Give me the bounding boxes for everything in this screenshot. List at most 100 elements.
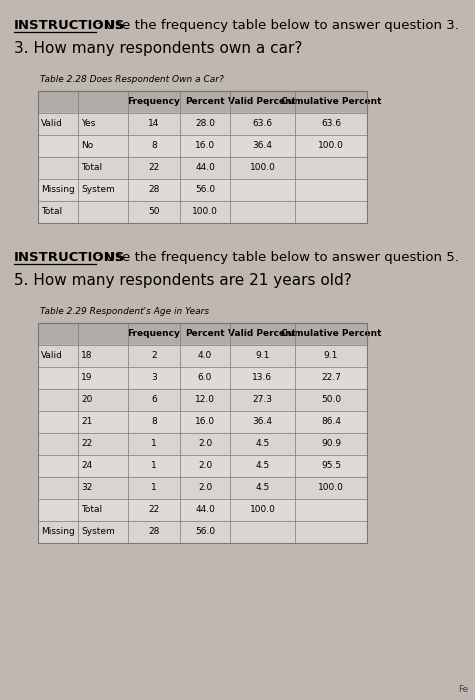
Text: 21: 21 xyxy=(81,417,92,426)
Bar xyxy=(38,477,367,499)
Text: 100.0: 100.0 xyxy=(249,164,276,172)
Text: 19: 19 xyxy=(81,374,93,382)
Text: 90.9: 90.9 xyxy=(321,440,341,449)
Text: 6: 6 xyxy=(151,395,157,405)
Text: 32: 32 xyxy=(81,484,92,493)
Text: 9.1: 9.1 xyxy=(324,351,338,360)
Text: Frequency: Frequency xyxy=(128,330,180,339)
Bar xyxy=(38,345,367,367)
Text: Table 2.28 Does Respondent Own a Car?: Table 2.28 Does Respondent Own a Car? xyxy=(40,75,224,84)
Text: Valid: Valid xyxy=(41,351,63,360)
Text: 3: 3 xyxy=(151,374,157,382)
Text: : Use the frequency table below to answer question 5.: : Use the frequency table below to answe… xyxy=(97,251,459,264)
Text: Yes: Yes xyxy=(81,120,95,129)
Bar xyxy=(38,455,367,477)
Text: 9.1: 9.1 xyxy=(256,351,270,360)
Text: 100.0: 100.0 xyxy=(192,207,218,216)
Text: 27.3: 27.3 xyxy=(253,395,273,405)
Text: Valid Percent: Valid Percent xyxy=(228,97,296,106)
Bar xyxy=(38,367,367,389)
Text: 36.4: 36.4 xyxy=(253,417,273,426)
Text: Percent: Percent xyxy=(185,97,225,106)
Text: 44.0: 44.0 xyxy=(195,164,215,172)
Text: 50: 50 xyxy=(148,207,160,216)
Text: 13.6: 13.6 xyxy=(252,374,273,382)
Text: 4.0: 4.0 xyxy=(198,351,212,360)
Text: 4.5: 4.5 xyxy=(256,440,270,449)
Bar xyxy=(38,91,367,113)
Text: 24: 24 xyxy=(81,461,92,470)
Text: Total: Total xyxy=(81,505,102,514)
Bar xyxy=(38,433,367,455)
Bar xyxy=(38,157,367,179)
Bar xyxy=(38,323,367,345)
Text: Total: Total xyxy=(41,207,62,216)
Text: 2.0: 2.0 xyxy=(198,484,212,493)
Text: INSTRUCTIONS: INSTRUCTIONS xyxy=(14,19,125,32)
Bar xyxy=(38,521,367,543)
Bar xyxy=(38,499,367,521)
Text: 14: 14 xyxy=(148,120,160,129)
Text: Fe: Fe xyxy=(458,685,468,694)
Bar xyxy=(38,91,367,223)
Text: 1: 1 xyxy=(151,440,157,449)
Text: 28.0: 28.0 xyxy=(195,120,215,129)
Bar xyxy=(38,135,367,157)
Text: 56.0: 56.0 xyxy=(195,528,215,536)
Bar xyxy=(38,179,367,201)
Text: 6.0: 6.0 xyxy=(198,374,212,382)
Text: 95.5: 95.5 xyxy=(321,461,341,470)
Text: 4.5: 4.5 xyxy=(256,461,270,470)
Text: 63.6: 63.6 xyxy=(321,120,341,129)
Text: 8: 8 xyxy=(151,141,157,150)
Text: 28: 28 xyxy=(148,186,160,195)
Text: 22: 22 xyxy=(148,164,160,172)
Text: 36.4: 36.4 xyxy=(253,141,273,150)
Text: Total: Total xyxy=(81,164,102,172)
Text: 28: 28 xyxy=(148,528,160,536)
Text: No: No xyxy=(81,141,93,150)
Text: 56.0: 56.0 xyxy=(195,186,215,195)
Text: 1: 1 xyxy=(151,484,157,493)
Text: Missing: Missing xyxy=(41,186,75,195)
Text: 3. How many respondents own a car?: 3. How many respondents own a car? xyxy=(14,41,303,56)
Text: 16.0: 16.0 xyxy=(195,141,215,150)
Text: 2: 2 xyxy=(151,351,157,360)
Bar xyxy=(38,389,367,411)
Bar xyxy=(38,201,367,223)
Text: 44.0: 44.0 xyxy=(195,505,215,514)
Text: 63.6: 63.6 xyxy=(252,120,273,129)
Text: 20: 20 xyxy=(81,395,92,405)
Text: System: System xyxy=(81,186,115,195)
Text: 4.5: 4.5 xyxy=(256,484,270,493)
Text: 50.0: 50.0 xyxy=(321,395,341,405)
Text: INSTRUCTIONS: INSTRUCTIONS xyxy=(14,251,125,264)
Text: 100.0: 100.0 xyxy=(318,484,344,493)
Text: 22.7: 22.7 xyxy=(321,374,341,382)
Bar xyxy=(38,323,367,543)
Text: Frequency: Frequency xyxy=(128,97,180,106)
Text: 100.0: 100.0 xyxy=(249,505,276,514)
Text: Table 2.29 Respondent's Age in Years: Table 2.29 Respondent's Age in Years xyxy=(40,307,209,316)
Text: : Use the frequency table below to answer question 3.: : Use the frequency table below to answe… xyxy=(97,19,459,32)
Text: 1: 1 xyxy=(151,461,157,470)
Text: 8: 8 xyxy=(151,417,157,426)
Text: 86.4: 86.4 xyxy=(321,417,341,426)
Text: Cumulative Percent: Cumulative Percent xyxy=(281,97,381,106)
Text: Missing: Missing xyxy=(41,528,75,536)
Text: 100.0: 100.0 xyxy=(318,141,344,150)
Text: 2.0: 2.0 xyxy=(198,440,212,449)
Text: 18: 18 xyxy=(81,351,93,360)
Text: 12.0: 12.0 xyxy=(195,395,215,405)
Text: 2.0: 2.0 xyxy=(198,461,212,470)
Text: 5. How many respondents are 21 years old?: 5. How many respondents are 21 years old… xyxy=(14,273,352,288)
Text: Cumulative Percent: Cumulative Percent xyxy=(281,330,381,339)
Bar xyxy=(38,411,367,433)
Text: Valid Percent: Valid Percent xyxy=(228,330,296,339)
Text: Percent: Percent xyxy=(185,330,225,339)
Bar xyxy=(38,113,367,135)
Text: 16.0: 16.0 xyxy=(195,417,215,426)
Text: 22: 22 xyxy=(81,440,92,449)
Text: Valid: Valid xyxy=(41,120,63,129)
Text: 22: 22 xyxy=(148,505,160,514)
